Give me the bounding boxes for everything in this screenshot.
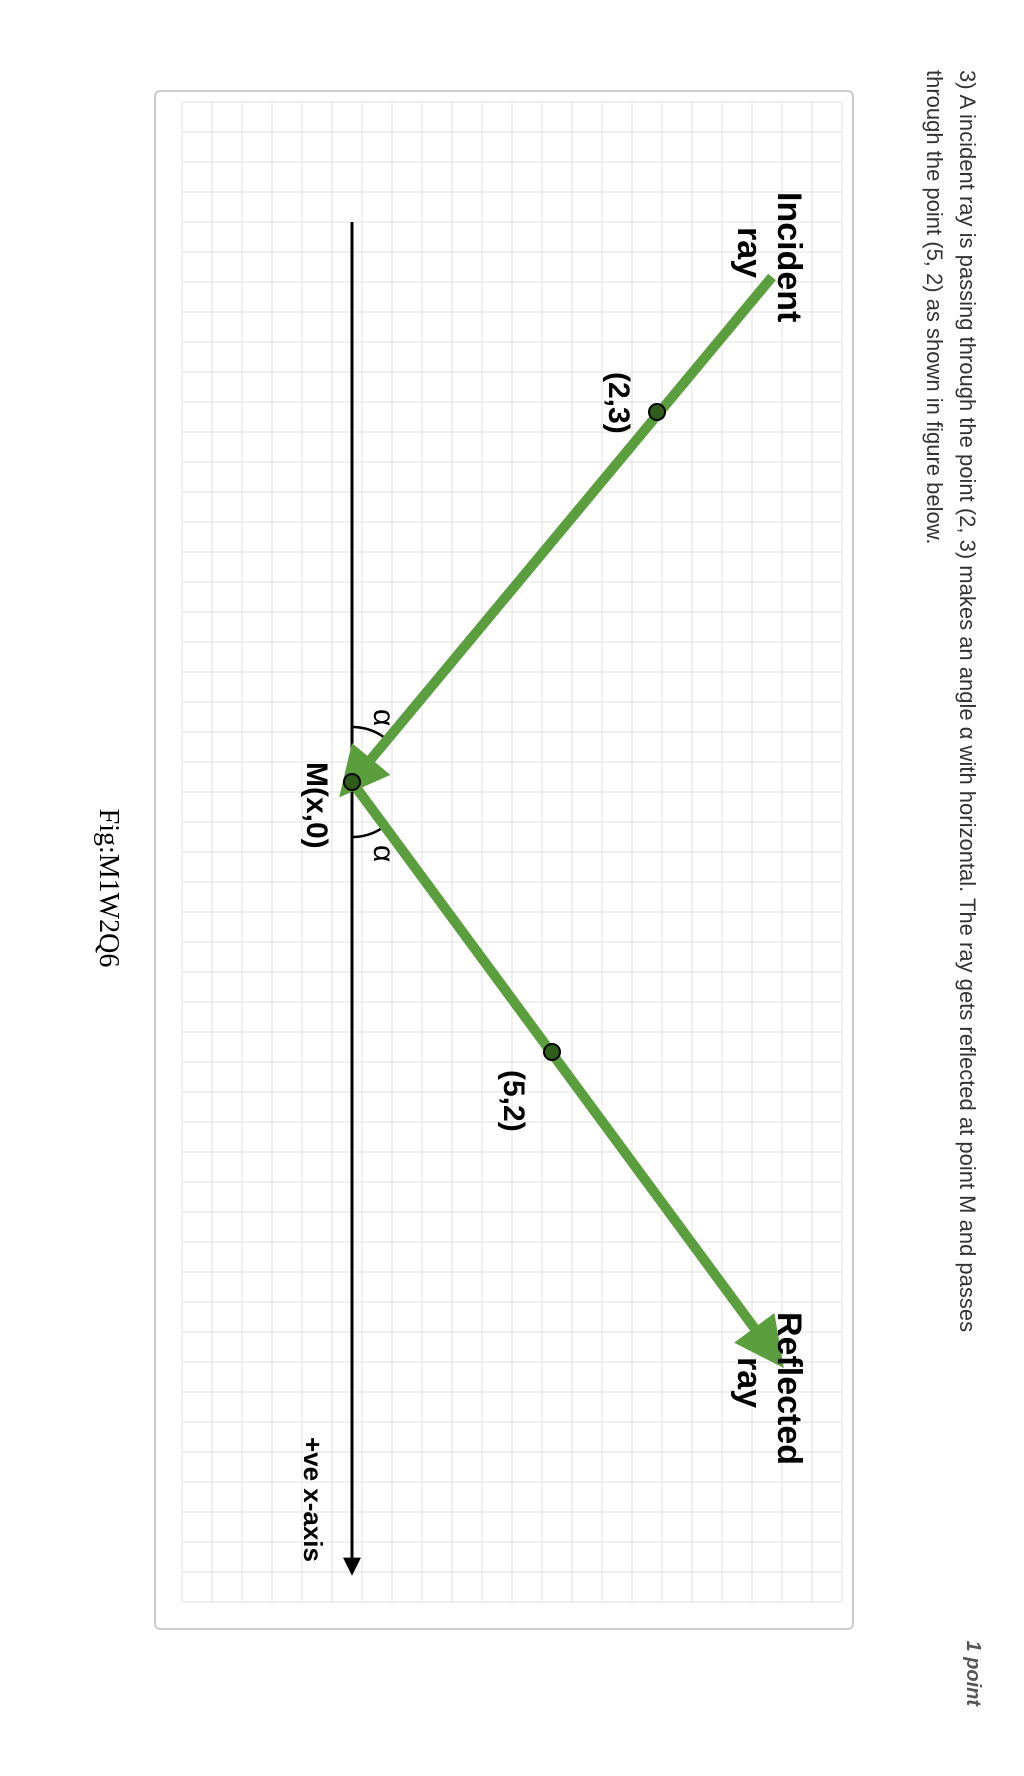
figure-caption: Fig:M1W2Q6 [92, 809, 124, 968]
figure-frame: +ve x-axisααM(x,0)(2,3)(5,2)IncidentrayR… [154, 90, 854, 1630]
label-M: M(x,0) [300, 762, 333, 849]
question-line1: 3) A incident ray is passing through the… [955, 70, 980, 1332]
incident-label-2: ray [730, 227, 768, 278]
point-5-2 [544, 1044, 560, 1060]
incident-ray [352, 277, 772, 782]
label-5-2: (5,2) [497, 1070, 530, 1132]
point-2-3 [649, 404, 665, 420]
figure-svg: +ve x-axisααM(x,0)(2,3)(5,2)IncidentrayR… [152, 92, 852, 1632]
question-text: 3) A incident ray is passing through the… [918, 70, 984, 1332]
reflected-ray [352, 782, 772, 1352]
reflected-label-2: ray [730, 1357, 768, 1408]
incident-label-1: Incident [770, 192, 808, 322]
reflected-label-1: Reflected [770, 1312, 808, 1465]
point-M [344, 774, 360, 790]
angle-arc-left [352, 727, 387, 740]
question-line2: through the point (5, 2) as shown in fig… [922, 70, 947, 545]
x-axis-label: +ve x-axis [298, 1437, 328, 1562]
label-2-3: (2,3) [602, 372, 635, 434]
question-header: 3) A incident ray is passing through the… [918, 70, 984, 1706]
points-label: 1 point [961, 1640, 984, 1706]
